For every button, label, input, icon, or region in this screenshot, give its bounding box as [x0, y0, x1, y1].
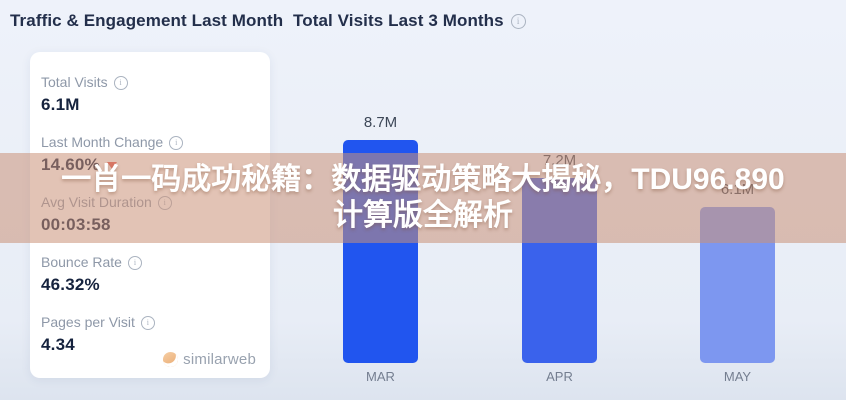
info-icon[interactable]: i	[169, 135, 184, 150]
bar-value-label: 7.2M	[542, 152, 577, 169]
x-axis-label-apr: APR	[546, 369, 573, 384]
bar-value-label: 6.1M	[720, 181, 755, 198]
info-icon[interactable]: i	[140, 315, 155, 330]
bar-apr[interactable]	[522, 178, 597, 363]
chart-panel-title: Total Visits Last 3 Months i	[293, 11, 526, 31]
info-icon[interactable]: i	[157, 195, 172, 210]
similarweb-icon	[161, 350, 180, 369]
metric-label: Bounce Rate	[41, 254, 122, 270]
similarweb-logo-text: similarweb	[183, 351, 256, 368]
bar-column-apr: 7.2M	[522, 152, 597, 363]
left-panel-title: Traffic & Engagement Last Month	[10, 11, 283, 31]
left-panel-title-text: Traffic & Engagement Last Month	[10, 11, 284, 30]
metric-pages-per-visit: Pages per Visit i 4.34	[41, 314, 256, 355]
x-axis-label-may: MAY	[723, 369, 752, 384]
metric-label: Last Month Change	[41, 134, 164, 150]
metric-value: 14.60%	[41, 155, 100, 174]
metrics-card: Total Visits i 6.1M Last Month Change i …	[30, 52, 270, 378]
similarweb-logo[interactable]: similarweb	[161, 350, 256, 369]
metric-label: Avg Visit Duration	[41, 194, 152, 210]
metric-label: Total Visits	[41, 74, 108, 90]
bar-column-mar: 8.7M	[343, 114, 418, 363]
metric-avg-visit-duration: Avg Visit Duration i 00:03:58	[41, 194, 256, 235]
metric-value: 00:03:58	[41, 215, 111, 234]
bar-value-label: 8.7M	[363, 114, 398, 131]
trend-down-icon	[106, 162, 117, 169]
metric-total-visits: Total Visits i 6.1M	[41, 74, 256, 115]
metric-value: 4.34	[41, 335, 75, 354]
metric-bounce-rate: Bounce Rate i 46.32%	[41, 254, 256, 295]
x-axis-label-mar: MAR	[366, 369, 395, 384]
metric-label: Pages per Visit	[41, 314, 135, 330]
info-icon[interactable]: i	[127, 255, 142, 270]
info-icon[interactable]: i	[113, 75, 128, 90]
bar-column-may: 6.1M	[700, 181, 775, 363]
metric-value: 6.1M	[41, 95, 80, 114]
metric-value: 46.32%	[41, 275, 100, 294]
info-icon[interactable]: i	[510, 13, 526, 29]
chart-panel-title-text: Total Visits Last 3 Months	[293, 11, 504, 30]
bar-mar[interactable]	[343, 140, 418, 363]
bar-may[interactable]	[700, 207, 775, 363]
metric-last-month-change: Last Month Change i 14.60%	[41, 134, 256, 175]
